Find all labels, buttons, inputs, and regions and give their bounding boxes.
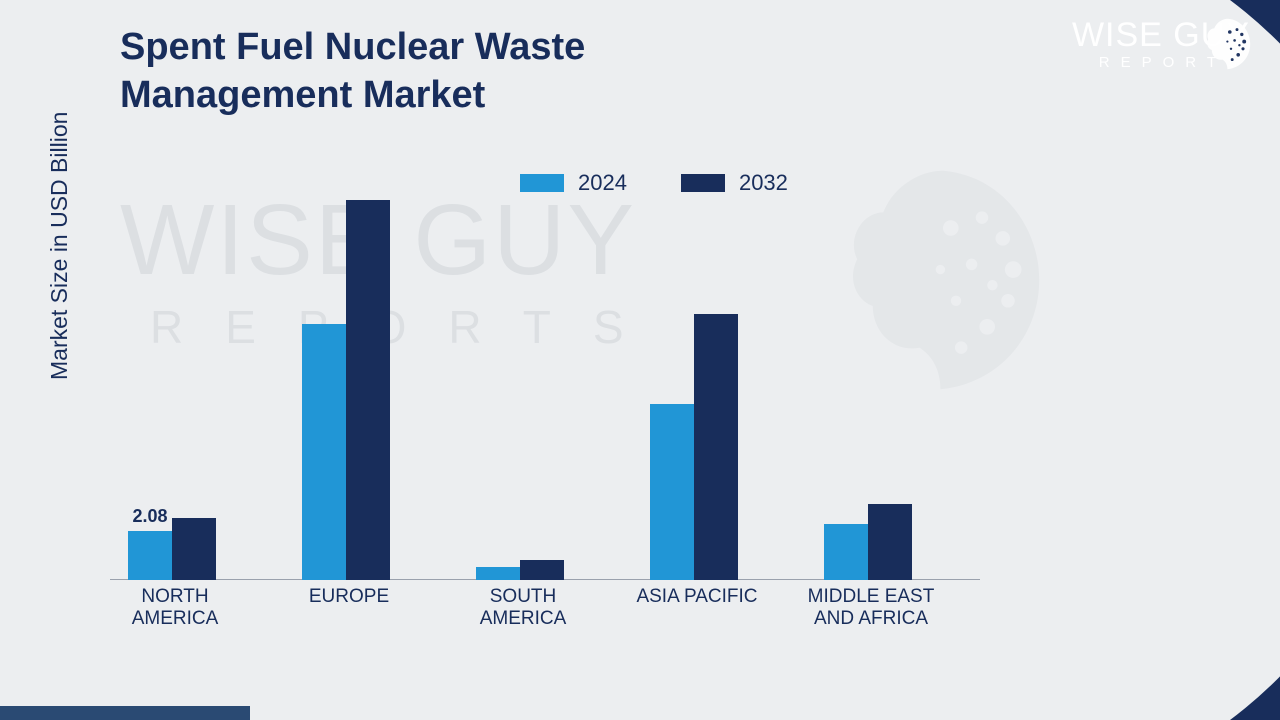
bar-series2 [172,518,216,580]
bar-value-label: 2.08 [110,506,190,527]
bottom-accent-bar [0,706,250,720]
y-axis-label: Market Size in USD Billion [46,112,73,380]
bar-series1 [128,531,172,580]
bar-series2 [868,504,912,580]
legend-item-2024: 2024 [520,170,627,196]
bar-series1 [650,404,694,580]
legend: 2024 2032 [520,170,788,196]
legend-label-2024: 2024 [578,170,627,196]
bar-series2 [346,200,390,580]
bar-series1 [476,567,520,580]
legend-swatch-2032 [681,174,725,192]
bar-series2 [694,314,738,580]
category-label: SOUTH AMERICA [453,586,593,630]
chart-title: Spent Fuel Nuclear Waste Management Mark… [120,24,740,119]
chart-plot: 2.08NORTH AMERICAEUROPESOUTH AMERICAASIA… [110,200,980,580]
category-label: MIDDLE EAST AND AFRICA [801,586,941,630]
brand-head-icon [1194,14,1256,74]
category-label: NORTH AMERICA [105,586,245,630]
bar-series1 [824,524,868,580]
category-label: ASIA PACIFIC [627,586,767,608]
legend-item-2032: 2032 [681,170,788,196]
legend-swatch-2024 [520,174,564,192]
category-label: EUROPE [279,586,419,608]
brand-logo: WISE GUY REPORTS [1072,18,1250,71]
legend-label-2032: 2032 [739,170,788,196]
bar-series2 [520,560,564,580]
bar-series1 [302,324,346,581]
